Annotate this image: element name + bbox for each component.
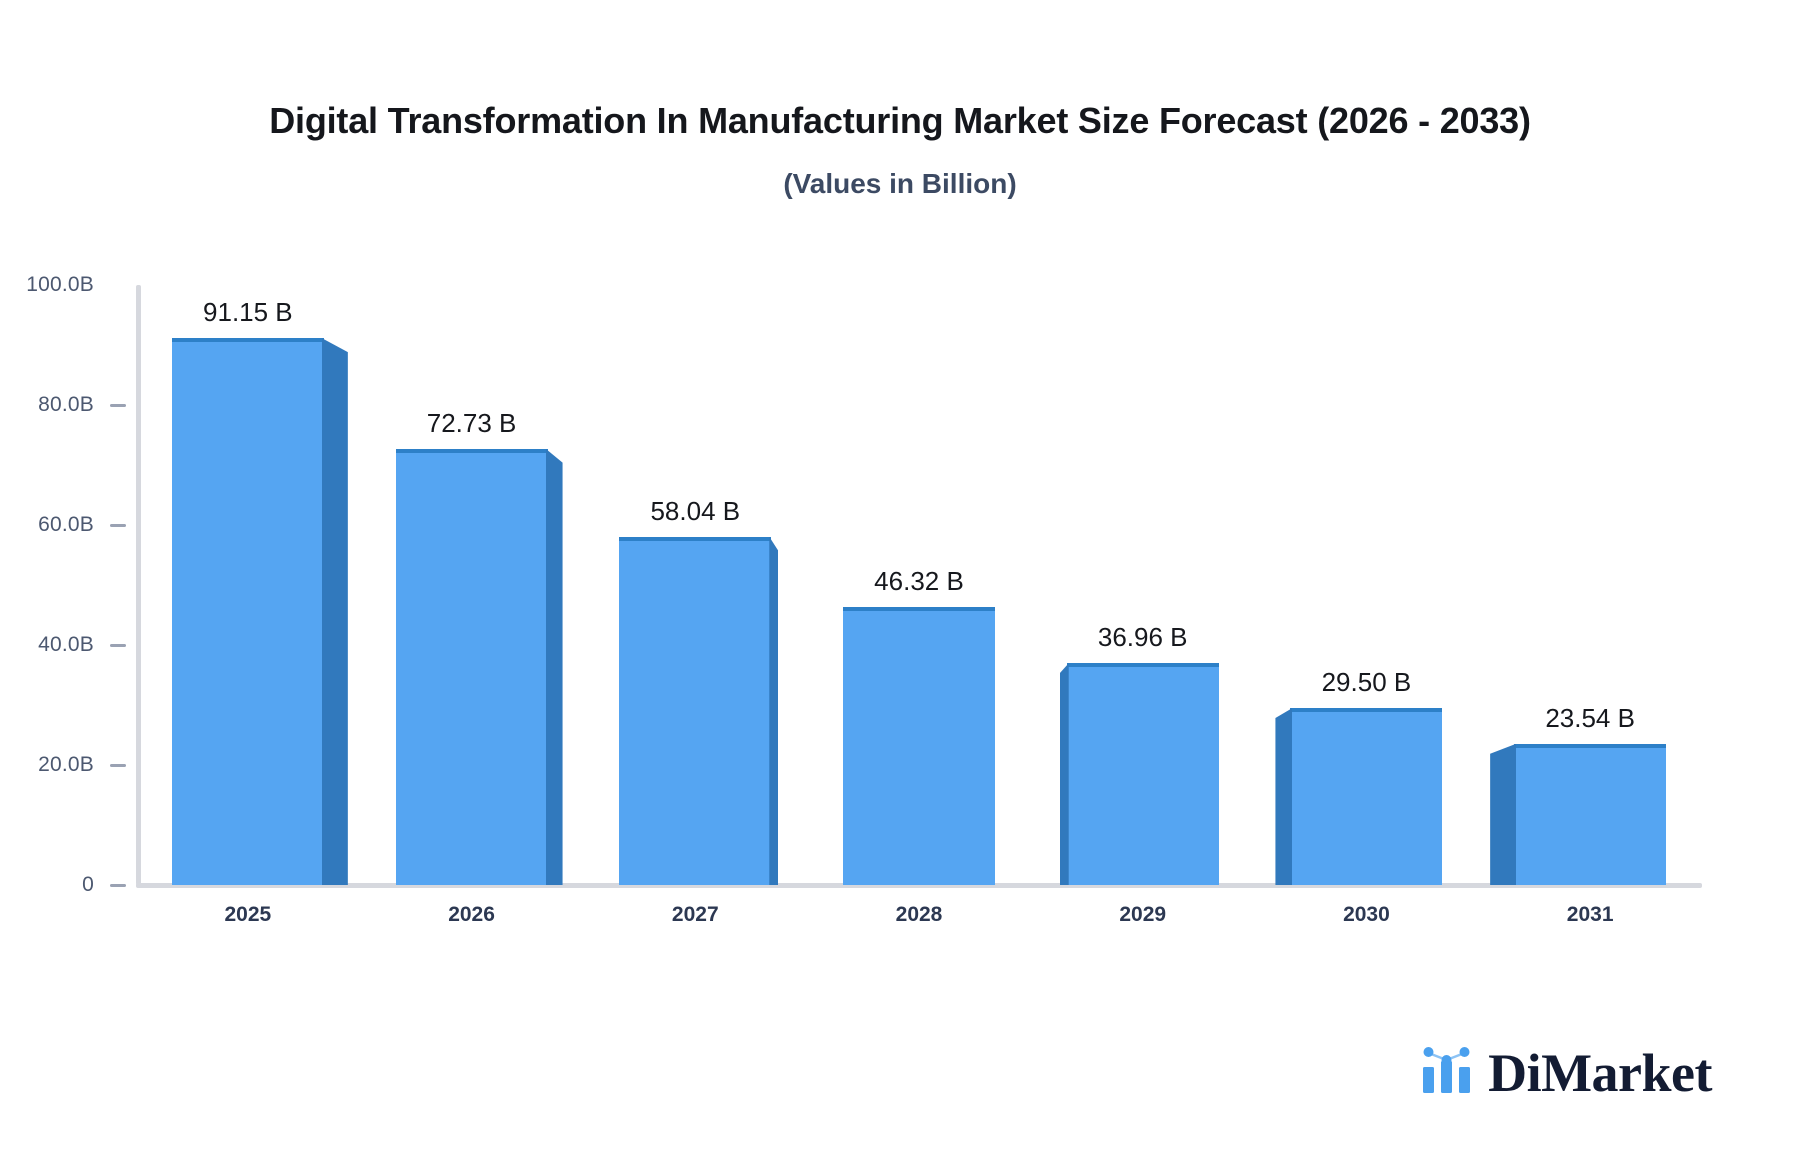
x-axis-category-label: 2028	[895, 903, 943, 926]
bar-column[interactable]: 36.96 B	[1059, 285, 1219, 885]
bar-front-face	[171, 338, 324, 885]
x-axis-category-label: 2031	[1566, 903, 1614, 926]
bar-value-label: 29.50 B	[1321, 667, 1412, 697]
bar-series: 91.15 B 72.73 B 58.04 B 46.32 B 36.96 B 29.50…	[136, 285, 1702, 885]
chart-title: Digital Transformation In Manufacturing …	[269, 100, 1531, 141]
x-axis-category-label: 2029	[1119, 903, 1167, 926]
bar[interactable]: 58.04 B	[619, 496, 779, 885]
bar-column[interactable]: 46.32 B	[843, 285, 995, 885]
y-axis-line	[136, 285, 141, 885]
bar[interactable]: 72.73 B	[395, 408, 563, 885]
bar-column[interactable]: 91.15 B	[171, 285, 348, 885]
y-axis-tick-label: 20.0B	[38, 753, 94, 776]
y-axis-tick: 0	[82, 873, 126, 896]
y-axis-tick-mark	[110, 403, 126, 407]
bar-front-face	[1514, 743, 1667, 885]
bar-front-face	[1290, 708, 1443, 885]
bar-side-face	[1275, 708, 1293, 885]
bar-column[interactable]: 23.54 B	[1490, 285, 1667, 885]
y-axis-tick-mark	[110, 643, 126, 647]
bar[interactable]: 29.50 B	[1275, 667, 1443, 885]
bar[interactable]: 36.96 B	[1059, 622, 1219, 885]
bar-value-label: 36.96 B	[1097, 622, 1188, 653]
bar-side-face	[1059, 663, 1069, 885]
bar-value-label: 91.15 B	[203, 297, 293, 328]
brand-logo: DiMarket	[1419, 1046, 1712, 1100]
bar-value-label: 23.54 B	[1545, 702, 1635, 733]
x-axis-category-label: 2027	[671, 903, 719, 926]
bar-side-face	[321, 338, 348, 885]
y-axis-tick: 100.0B	[26, 273, 126, 296]
y-axis-tick-label: 100.0B	[26, 273, 94, 296]
y-axis-tick-label: 40.0B	[38, 633, 94, 656]
bar-front-face	[843, 607, 995, 885]
chart-subtitle: (Values in Billion)	[783, 168, 1017, 199]
bar-column[interactable]: 29.50 B	[1275, 285, 1443, 885]
x-axis-category-label: 2026	[448, 903, 495, 926]
y-axis-tick: 40.0B	[38, 633, 126, 656]
bar-column[interactable]: 72.73 B	[395, 285, 563, 885]
x-axis-line	[136, 883, 1702, 888]
y-axis-tick-mark	[110, 763, 126, 767]
y-axis-tick-label: 80.0B	[38, 393, 94, 416]
bar-front-face	[619, 536, 772, 885]
y-axis-tick: 80.0B	[38, 393, 126, 416]
y-axis-tick-mark	[110, 523, 126, 527]
brand-name: DiMarket	[1488, 1043, 1712, 1103]
bar-column[interactable]: 58.04 B	[619, 285, 779, 885]
bar-side-face	[1490, 743, 1517, 885]
x-axis-labels: 2025 2026 2027 2028 2029 2030 2031	[136, 903, 1702, 943]
bar-front-face	[395, 448, 548, 885]
y-axis-tick-mark	[110, 883, 126, 887]
bar[interactable]: 23.54 B	[1490, 703, 1667, 885]
bar-side-face	[545, 448, 563, 885]
bar-side-face	[769, 536, 779, 885]
bar[interactable]: 46.32 B	[843, 566, 995, 885]
y-axis-tick: 20.0B	[38, 753, 126, 776]
plot-area: 91.15 B 72.73 B 58.04 B 46.32 B 36.96 B 29.50…	[136, 285, 1702, 888]
y-axis-tick: 60.0B	[38, 513, 126, 536]
y-axis-tick-label: 60.0B	[38, 513, 94, 536]
bar-front-face	[1066, 663, 1219, 885]
bar-chart-trend-icon	[1419, 1046, 1475, 1100]
x-axis-category-label: 2025	[224, 903, 272, 926]
x-axis-category-label: 2030	[1343, 903, 1390, 926]
bar-value-label: 58.04 B	[650, 495, 741, 526]
bar-value-label: 72.73 B	[426, 407, 517, 438]
bar-value-label: 46.32 B	[874, 566, 964, 597]
bar[interactable]: 91.15 B	[171, 297, 348, 885]
y-axis-tick-label: 0	[82, 873, 94, 896]
